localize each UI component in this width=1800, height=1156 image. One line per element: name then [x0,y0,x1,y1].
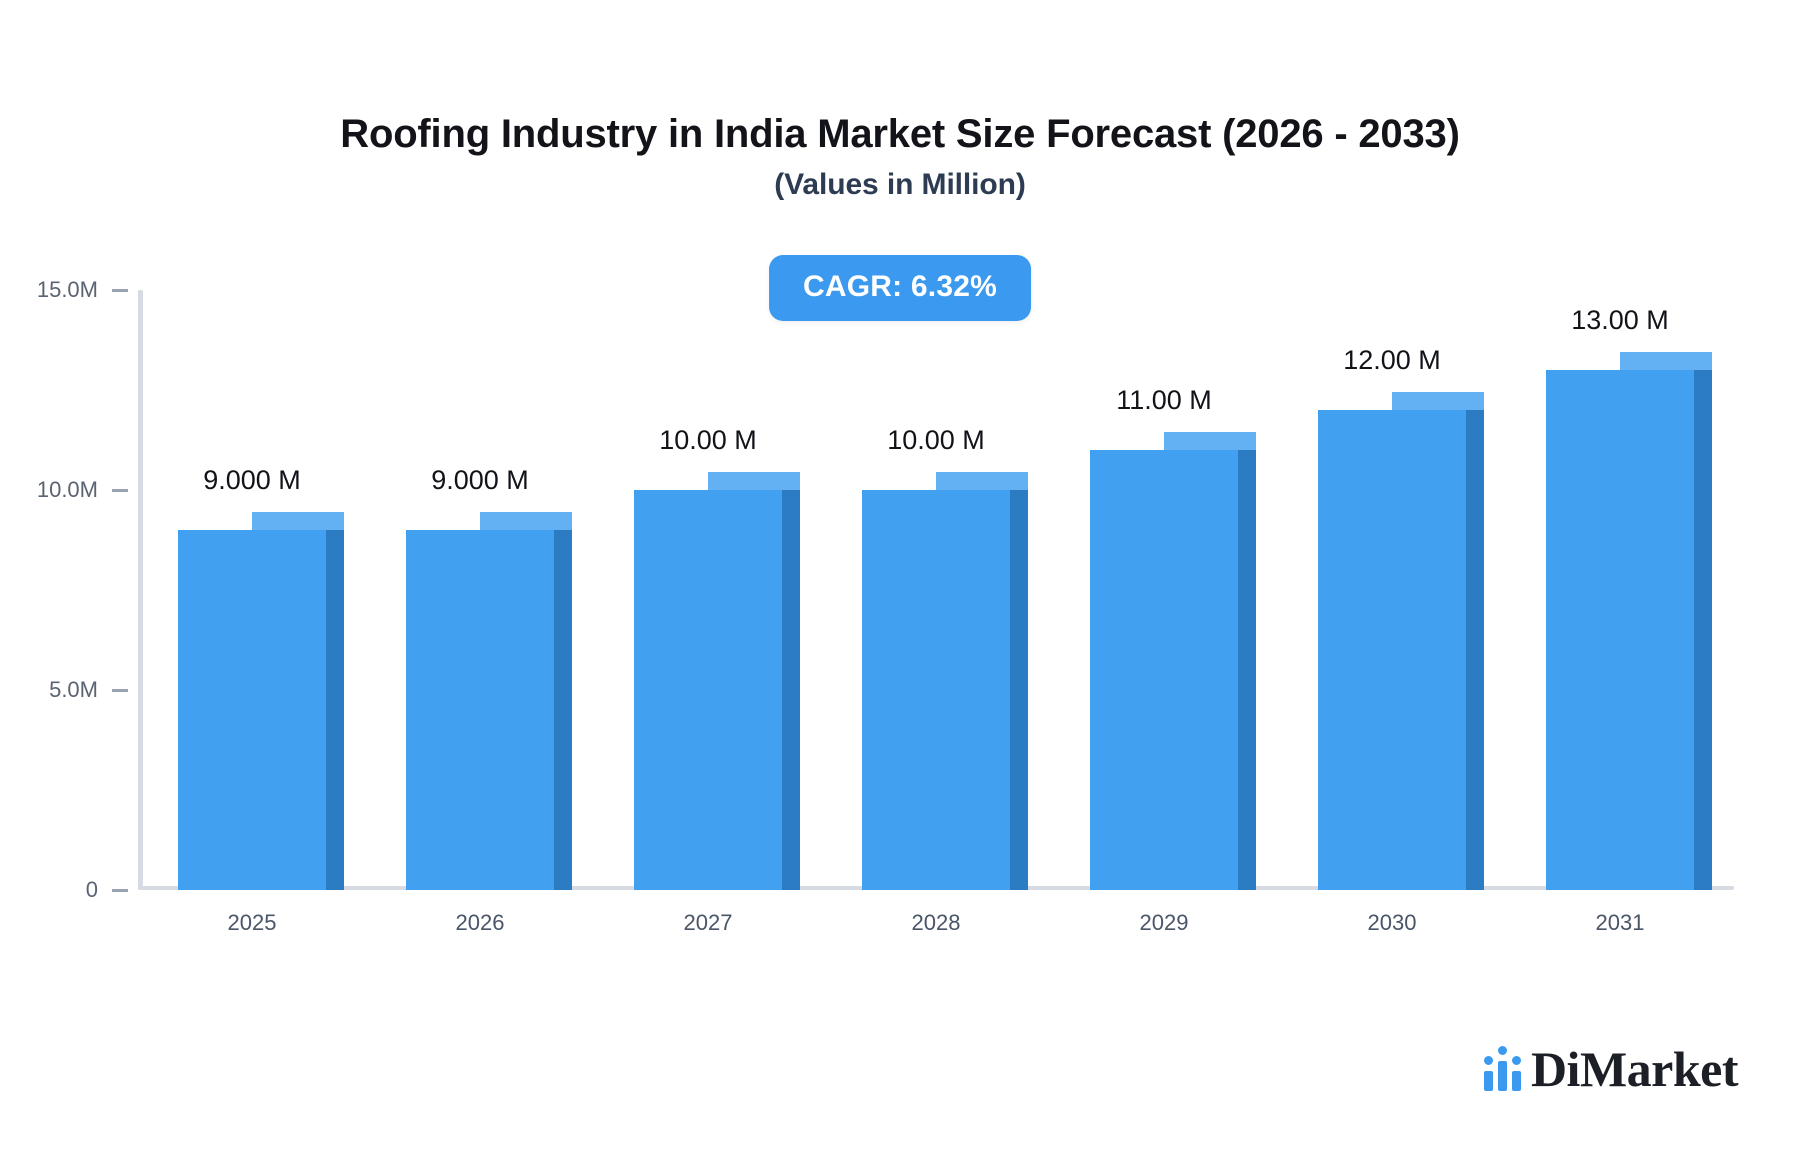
bar-value-label: 10.00 M [887,425,985,455]
bar-item[interactable]: 9.000 M [178,465,344,890]
x-axis-label: 2028 [911,910,961,935]
y-axis-tick-label: 5.0M [49,677,98,702]
bar-item[interactable]: 11.00 M [1090,385,1256,890]
bar-top-face [708,472,800,490]
bar-top-face [480,512,572,530]
cagr-badge: CAGR: 6.32% [769,255,1031,321]
bar-front-face [1546,370,1694,890]
y-axis-tick-mark [112,488,128,492]
bar-side-face [1010,490,1028,890]
bar-series: 9.000 M 9.000 M 10.00 M 10.00 M 11.00 M 12.00… [138,290,1734,890]
y-axis-tick: 10.0M [37,477,138,503]
bar-value-label: 12.00 M [1343,345,1441,375]
bar-front-face [406,530,554,890]
bar-side-face [1466,410,1484,890]
bar-top-face [1620,352,1712,370]
y-axis-tick-mark [112,688,128,692]
x-axis-label: 2030 [1367,910,1417,935]
bar-side-face [554,530,572,890]
bar-top-face [252,512,344,530]
bar-front-face [178,530,326,890]
bar-front-face [862,490,1010,890]
logo-text: DiMarket [1530,1041,1739,1097]
y-axis-tick-mark [112,888,128,892]
x-axis-label: 2027 [683,910,733,935]
x-axis-label: 2031 [1595,910,1645,935]
bar-front-face [634,490,782,890]
y-axis-tick-label: 10.0M [36,477,98,502]
y-axis-line [138,290,143,890]
bar-side-face [782,490,800,890]
bar-side-face [1694,370,1712,890]
bar-item[interactable]: 10.00 M [634,425,800,890]
bar-top-face [1164,432,1256,450]
bar-chart-icon [1483,1046,1521,1091]
bar-side-face [326,530,344,890]
bar-value-label: 10.00 M [659,425,757,455]
bar-value-label: 13.00 M [1571,305,1669,335]
y-axis-tick: 15.0M [37,277,138,303]
page-title: Roofing Industry in India Market Size Fo… [340,112,1460,156]
y-axis-tick-label: 0 [85,877,98,902]
x-axis-label: 2025 [227,910,277,935]
bar-item[interactable]: 12.00 M [1318,345,1484,890]
bar-top-face [936,472,1028,490]
bar-item[interactable]: 9.000 M [406,465,572,890]
bar-front-face [1318,410,1466,890]
bar-item[interactable]: 13.00 M [1546,305,1712,890]
y-axis-tick-label: 15.0M [36,277,98,302]
x-axis-label: 2029 [1139,910,1189,935]
bar-top-face [1392,392,1484,410]
bar-item[interactable]: 10.00 M [862,425,1028,890]
y-axis-tick-mark [112,288,128,292]
bar-front-face [1090,450,1238,890]
plot-area: 15.0M 10.0M 5.0M 0 9.000 M 9.000 M 10.00 M 10.… [37,277,1734,935]
bar-side-face [1238,450,1256,890]
bar-value-label: 11.00 M [1116,385,1212,415]
dimarket-logo: DiMarket [1483,1040,1739,1098]
y-axis-tick: 5.0M [49,677,138,703]
bar-value-label: 9.000 M [431,465,529,495]
chart-subtitle: (Values in Million) [774,168,1026,201]
bar-value-label: 9.000 M [203,465,301,495]
y-axis-tick: 0 [86,877,138,903]
x-axis-label: 2026 [455,910,505,935]
